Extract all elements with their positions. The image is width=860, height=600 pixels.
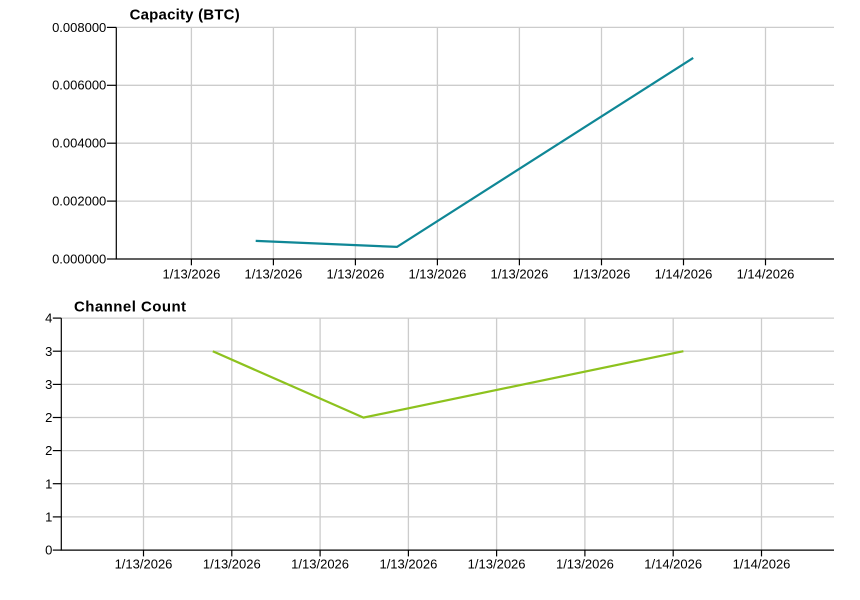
svg-text:Channel Count: Channel Count <box>74 299 187 316</box>
svg-text:1: 1 <box>45 476 52 491</box>
svg-text:1/14/2026: 1/14/2026 <box>644 557 702 572</box>
svg-text:0.008000: 0.008000 <box>52 20 106 35</box>
svg-text:2: 2 <box>45 443 52 458</box>
svg-text:0: 0 <box>45 543 52 558</box>
svg-text:0.000000: 0.000000 <box>52 251 106 266</box>
svg-text:1/13/2026: 1/13/2026 <box>203 557 261 572</box>
svg-text:3: 3 <box>45 377 52 392</box>
svg-text:1/13/2026: 1/13/2026 <box>162 266 220 281</box>
svg-text:1/13/2026: 1/13/2026 <box>379 557 437 572</box>
svg-text:4: 4 <box>45 311 52 326</box>
svg-text:0.004000: 0.004000 <box>52 136 106 151</box>
svg-text:1/13/2026: 1/13/2026 <box>291 557 349 572</box>
svg-text:1/13/2026: 1/13/2026 <box>408 266 466 281</box>
svg-text:3: 3 <box>45 344 52 359</box>
svg-text:1/13/2026: 1/13/2026 <box>115 557 173 572</box>
svg-text:1/13/2026: 1/13/2026 <box>468 557 526 572</box>
svg-text:1/14/2026: 1/14/2026 <box>655 266 713 281</box>
svg-text:0.002000: 0.002000 <box>52 194 106 209</box>
svg-text:Capacity (BTC): Capacity (BTC) <box>130 6 240 23</box>
svg-text:1/14/2026: 1/14/2026 <box>733 557 791 572</box>
svg-text:1/13/2026: 1/13/2026 <box>490 266 548 281</box>
svg-text:1/13/2026: 1/13/2026 <box>573 266 631 281</box>
svg-text:2: 2 <box>45 410 52 425</box>
svg-text:1/14/2026: 1/14/2026 <box>737 266 795 281</box>
svg-text:1: 1 <box>45 510 52 525</box>
svg-text:0.006000: 0.006000 <box>52 78 106 93</box>
svg-text:1/13/2026: 1/13/2026 <box>326 266 384 281</box>
svg-text:1/13/2026: 1/13/2026 <box>244 266 302 281</box>
svg-text:1/13/2026: 1/13/2026 <box>556 557 614 572</box>
